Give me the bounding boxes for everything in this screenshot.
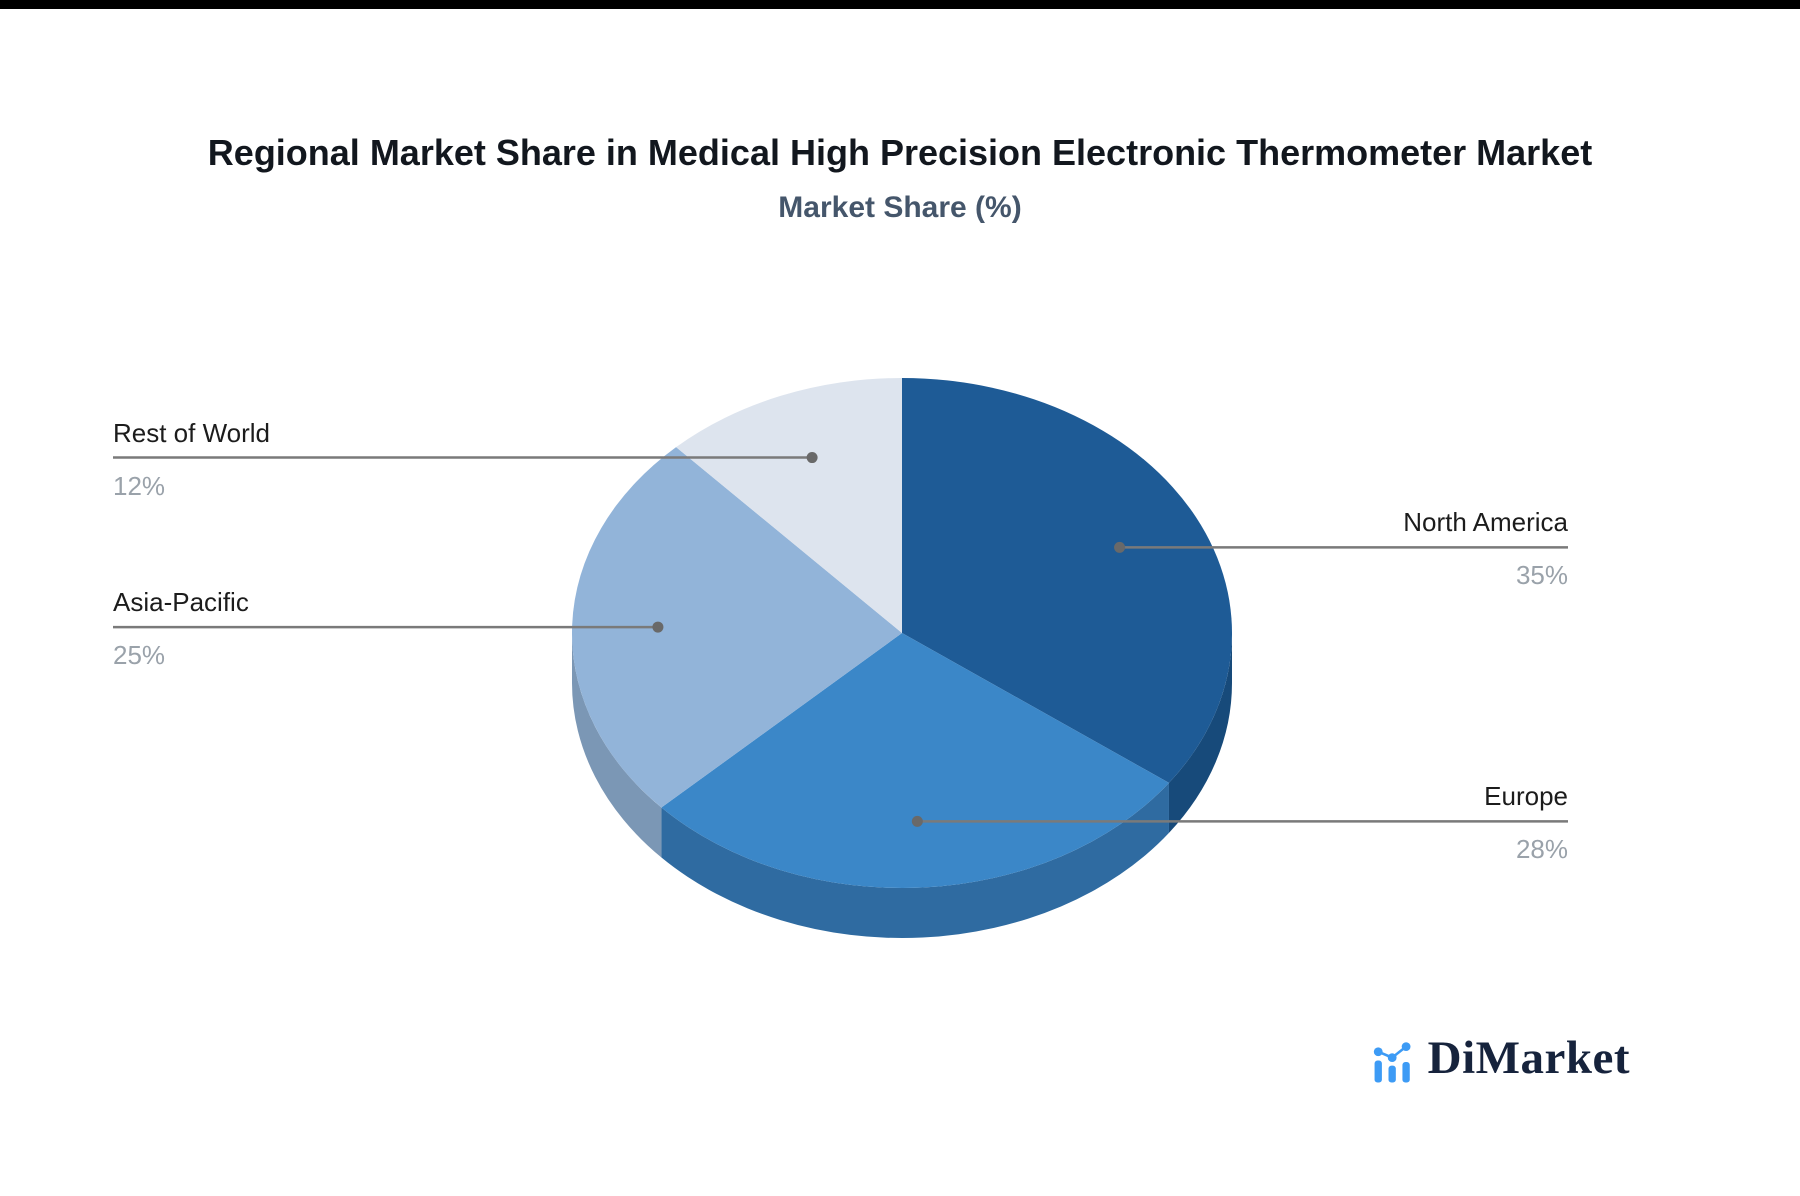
leader-dot-rest-of-world	[806, 452, 818, 464]
pie-slice-rest-of-world	[676, 378, 902, 633]
pie-slice-asia-pacific	[572, 447, 902, 808]
pie-slice-side-europe	[661, 782, 1169, 939]
chart-subtitle: Market Share (%)	[778, 191, 1022, 224]
brand-logo: DiMarket	[1372, 1030, 1630, 1086]
pie-slice-north-america	[902, 378, 1232, 783]
callout-value-asia-pacific: 25%	[113, 640, 166, 671]
callout-label-europe: Europe	[1484, 781, 1568, 812]
bar-chart-logo-icon	[1373, 1042, 1411, 1083]
leader-dot-asia-pacific	[652, 621, 664, 633]
pie-slice-europe	[661, 633, 1169, 889]
leader-dot-europe	[911, 815, 923, 827]
chart-title: Regional Market Share in Medical High Pr…	[207, 132, 1593, 173]
callout-label-north-america: North America	[1403, 507, 1568, 538]
callout-label-asia-pacific: Asia-Pacific	[113, 587, 249, 618]
brand-logo-text: DiMarket	[1427, 1032, 1630, 1084]
leader-dot-north-america	[1114, 541, 1126, 553]
pie-slice-side-asia-pacific	[572, 633, 662, 858]
callout-label-rest-of-world: Rest of World	[113, 417, 271, 448]
callout-value-rest-of-world: 12%	[113, 470, 166, 501]
pie-slice-side-north-america	[1168, 633, 1232, 833]
top-border	[0, 0, 1800, 9]
callout-value-europe: 28%	[1515, 834, 1568, 865]
callout-value-north-america: 35%	[1515, 560, 1568, 591]
